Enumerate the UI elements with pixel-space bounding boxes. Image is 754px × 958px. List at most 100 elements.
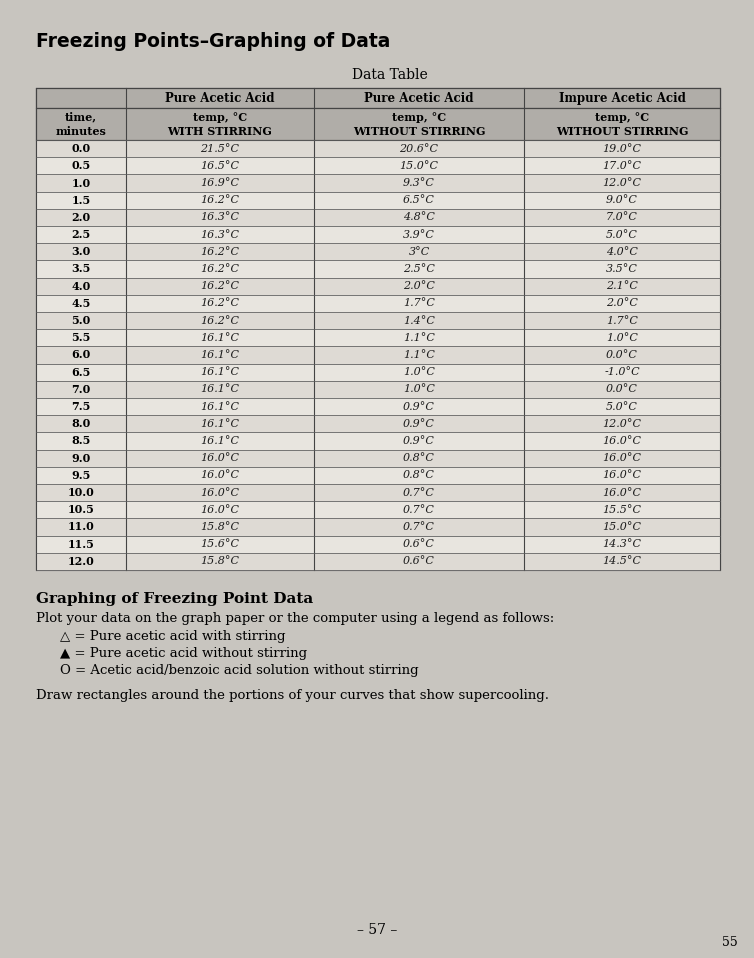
Text: temp, °C: temp, °C xyxy=(595,111,649,123)
Text: 15.5°C: 15.5°C xyxy=(602,505,642,514)
Text: 16.0°C: 16.0°C xyxy=(201,505,240,514)
Text: 16.5°C: 16.5°C xyxy=(201,161,240,171)
Text: 2.0: 2.0 xyxy=(72,212,90,223)
Text: 0.0°C: 0.0°C xyxy=(606,384,638,395)
Bar xyxy=(36,192,720,209)
Text: 0.9°C: 0.9°C xyxy=(403,419,435,429)
Text: 4.0: 4.0 xyxy=(72,281,90,291)
Text: 4.0°C: 4.0°C xyxy=(606,247,638,257)
Text: 7.0°C: 7.0°C xyxy=(606,213,638,222)
Text: 16.3°C: 16.3°C xyxy=(201,213,240,222)
Text: 12.0: 12.0 xyxy=(68,556,94,567)
Text: 7.5: 7.5 xyxy=(72,401,90,412)
Text: temp, °C: temp, °C xyxy=(392,111,446,123)
Text: 3.9°C: 3.9°C xyxy=(403,230,435,240)
Bar xyxy=(36,536,720,553)
Text: WITHOUT STIRRING: WITHOUT STIRRING xyxy=(353,125,486,136)
Bar xyxy=(36,518,720,536)
Text: 55: 55 xyxy=(722,936,738,948)
Bar xyxy=(36,501,720,518)
Text: O = Acetic acid/benzoic acid solution without stirring: O = Acetic acid/benzoic acid solution wi… xyxy=(60,664,418,677)
Text: 16.1°C: 16.1°C xyxy=(201,384,240,395)
Text: △ = Pure acetic acid with stirring: △ = Pure acetic acid with stirring xyxy=(60,630,286,643)
Text: 6.0: 6.0 xyxy=(72,350,90,360)
Bar xyxy=(36,157,720,174)
Text: 21.5°C: 21.5°C xyxy=(201,144,240,153)
Text: Impure Acetic Acid: Impure Acetic Acid xyxy=(559,92,685,104)
Text: 16.0°C: 16.0°C xyxy=(201,488,240,497)
Text: 5.5: 5.5 xyxy=(72,332,90,343)
Text: 12.0°C: 12.0°C xyxy=(602,419,642,429)
Text: 10.0: 10.0 xyxy=(68,487,94,498)
Bar xyxy=(36,449,720,467)
Text: Data Table: Data Table xyxy=(352,68,428,82)
Bar xyxy=(36,364,720,380)
Text: 14.3°C: 14.3°C xyxy=(602,539,642,549)
Text: 2.0°C: 2.0°C xyxy=(606,298,638,308)
Text: 0.8°C: 0.8°C xyxy=(403,453,435,464)
Text: -1.0°C: -1.0°C xyxy=(604,367,640,377)
Text: 16.3°C: 16.3°C xyxy=(201,230,240,240)
Text: 16.1°C: 16.1°C xyxy=(201,436,240,446)
Bar xyxy=(36,347,720,364)
Text: 16.2°C: 16.2°C xyxy=(201,282,240,291)
Text: ▲ = Pure acetic acid without stirring: ▲ = Pure acetic acid without stirring xyxy=(60,647,307,660)
Text: 9.0°C: 9.0°C xyxy=(606,195,638,205)
Text: 11.5: 11.5 xyxy=(68,538,94,550)
Text: – 57 –: – 57 – xyxy=(357,923,397,937)
Text: 4.5: 4.5 xyxy=(72,298,90,308)
Text: 16.1°C: 16.1°C xyxy=(201,367,240,377)
Text: 2.5°C: 2.5°C xyxy=(403,264,435,274)
Text: 2.5: 2.5 xyxy=(72,229,90,240)
Bar xyxy=(36,88,720,570)
Text: 16.2°C: 16.2°C xyxy=(201,195,240,205)
Text: 15.0°C: 15.0°C xyxy=(400,161,439,171)
Text: minutes: minutes xyxy=(56,125,106,136)
Text: WITH STIRRING: WITH STIRRING xyxy=(167,125,272,136)
Bar xyxy=(36,312,720,330)
Text: 14.5°C: 14.5°C xyxy=(602,557,642,566)
Text: 17.0°C: 17.0°C xyxy=(602,161,642,171)
Bar xyxy=(36,330,720,347)
Text: 1.0°C: 1.0°C xyxy=(606,332,638,343)
Text: 4.8°C: 4.8°C xyxy=(403,213,435,222)
Text: 11.0: 11.0 xyxy=(68,521,94,533)
Bar xyxy=(36,88,720,108)
Text: Pure Acetic Acid: Pure Acetic Acid xyxy=(165,92,274,104)
Text: 0.0: 0.0 xyxy=(72,143,90,154)
Text: 16.0°C: 16.0°C xyxy=(602,488,642,497)
Bar xyxy=(36,174,720,192)
Text: 3.5°C: 3.5°C xyxy=(606,264,638,274)
Text: 5.0: 5.0 xyxy=(72,315,90,326)
Text: WITHOUT STIRRING: WITHOUT STIRRING xyxy=(556,125,688,136)
Text: 1.0: 1.0 xyxy=(72,177,90,189)
Text: 16.9°C: 16.9°C xyxy=(201,178,240,188)
Text: 9.0: 9.0 xyxy=(72,453,90,464)
Text: 1.4°C: 1.4°C xyxy=(403,315,435,326)
Bar xyxy=(36,226,720,243)
Bar xyxy=(36,209,720,226)
Text: 16.1°C: 16.1°C xyxy=(201,350,240,360)
Text: 7.0: 7.0 xyxy=(72,384,90,395)
Text: time,: time, xyxy=(65,111,97,123)
Text: 16.0°C: 16.0°C xyxy=(602,436,642,446)
Bar xyxy=(36,243,720,261)
Text: 8.0: 8.0 xyxy=(72,419,90,429)
Text: 1.5: 1.5 xyxy=(72,194,90,206)
Bar xyxy=(36,261,720,278)
Text: Graphing of Freezing Point Data: Graphing of Freezing Point Data xyxy=(36,592,313,606)
Text: 20.6°C: 20.6°C xyxy=(400,144,439,153)
Text: 5.0°C: 5.0°C xyxy=(606,401,638,412)
Bar xyxy=(36,398,720,415)
Text: 16.2°C: 16.2°C xyxy=(201,298,240,308)
Text: 0.6°C: 0.6°C xyxy=(403,557,435,566)
Text: 15.8°C: 15.8°C xyxy=(201,522,240,532)
Text: 1.7°C: 1.7°C xyxy=(606,315,638,326)
Bar xyxy=(36,553,720,570)
Bar xyxy=(36,278,720,295)
Text: 10.5: 10.5 xyxy=(68,504,94,515)
Text: 1.1°C: 1.1°C xyxy=(403,332,435,343)
Text: 0.0°C: 0.0°C xyxy=(606,350,638,360)
Text: 0.7°C: 0.7°C xyxy=(403,505,435,514)
Bar xyxy=(36,467,720,484)
